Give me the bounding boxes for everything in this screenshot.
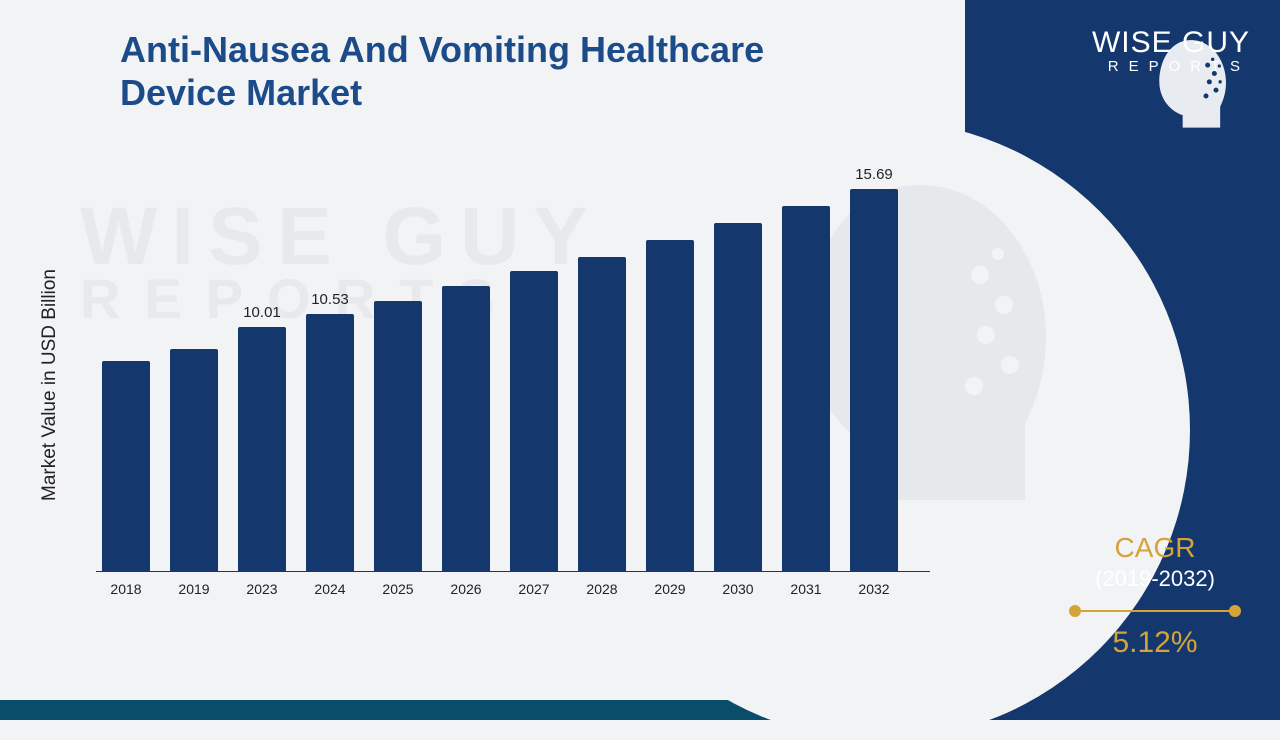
x-tick-label: 2032 bbox=[844, 581, 904, 597]
x-tick-label: 2024 bbox=[300, 581, 360, 597]
chart-bar bbox=[306, 314, 354, 571]
chart-bar bbox=[102, 361, 150, 571]
cagr-range: (2019-2032) bbox=[1030, 566, 1280, 592]
chart-bar bbox=[442, 286, 490, 571]
x-tick-label: 2027 bbox=[504, 581, 564, 597]
cagr-divider bbox=[1075, 610, 1235, 612]
x-tick-label: 2025 bbox=[368, 581, 428, 597]
chart-container: Market Value in USD Billion 201820192023… bbox=[60, 170, 930, 600]
chart-bar bbox=[714, 223, 762, 571]
x-tick-label: 2028 bbox=[572, 581, 632, 597]
brand-logo: WISE GUY REPORTS bbox=[1092, 26, 1250, 75]
chart-bar bbox=[578, 257, 626, 571]
x-tick-label: 2029 bbox=[640, 581, 700, 597]
chart-title: Anti-Nausea And Vomiting Healthcare Devi… bbox=[120, 28, 880, 114]
chart-plot-area: 20182019202310.01202410.5320252026202720… bbox=[96, 170, 930, 572]
cagr-block: CAGR (2019-2032) 5.12% bbox=[1030, 532, 1280, 660]
x-tick-label: 2018 bbox=[96, 581, 156, 597]
x-tick-label: 2023 bbox=[232, 581, 292, 597]
bar-value-label: 10.01 bbox=[232, 304, 292, 321]
chart-bar bbox=[374, 301, 422, 571]
chart-bar bbox=[510, 271, 558, 571]
cagr-title: CAGR bbox=[1030, 532, 1280, 564]
x-tick-label: 2019 bbox=[164, 581, 224, 597]
cagr-value: 5.12% bbox=[1030, 626, 1280, 660]
x-tick-label: 2030 bbox=[708, 581, 768, 597]
chart-bar bbox=[646, 240, 694, 571]
chart-bar bbox=[170, 349, 218, 571]
chart-bar bbox=[782, 206, 830, 571]
chart-bar bbox=[850, 189, 898, 571]
x-tick-label: 2026 bbox=[436, 581, 496, 597]
logo-sub-text: REPORTS bbox=[1092, 58, 1250, 75]
chart-bar bbox=[238, 327, 286, 571]
bar-value-label: 15.69 bbox=[844, 166, 904, 183]
y-axis-label: Market Value in USD Billion bbox=[39, 269, 61, 501]
bar-value-label: 10.53 bbox=[300, 291, 360, 308]
x-tick-label: 2031 bbox=[776, 581, 836, 597]
logo-main-text: WISE GUY bbox=[1092, 26, 1250, 60]
